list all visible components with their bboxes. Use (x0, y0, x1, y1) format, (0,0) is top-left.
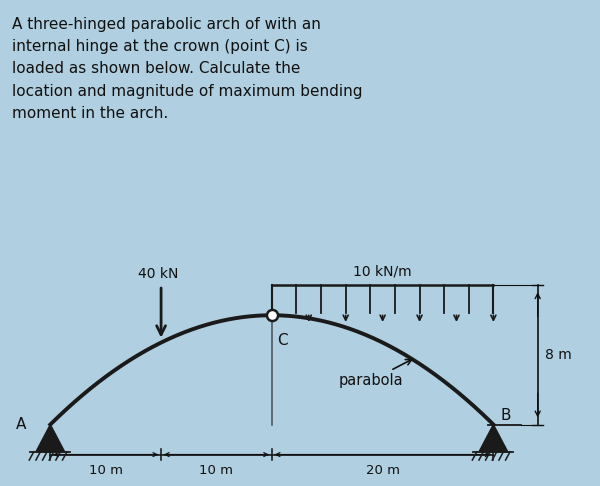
Text: 10 kN/m: 10 kN/m (353, 264, 412, 278)
Polygon shape (36, 425, 65, 452)
Text: C: C (277, 333, 288, 348)
Polygon shape (479, 425, 508, 452)
Text: parabola: parabola (338, 360, 412, 388)
Text: 10 m: 10 m (89, 464, 122, 477)
Text: 40 kN: 40 kN (137, 267, 178, 281)
Text: A: A (16, 417, 26, 432)
Text: B: B (500, 408, 511, 423)
Text: 10 m: 10 m (199, 464, 233, 477)
Text: A three-hinged parabolic arch of with an
internal hinge at the crown (point C) i: A three-hinged parabolic arch of with an… (12, 17, 362, 121)
Text: 8 m: 8 m (545, 348, 572, 362)
Text: 20 m: 20 m (365, 464, 400, 477)
